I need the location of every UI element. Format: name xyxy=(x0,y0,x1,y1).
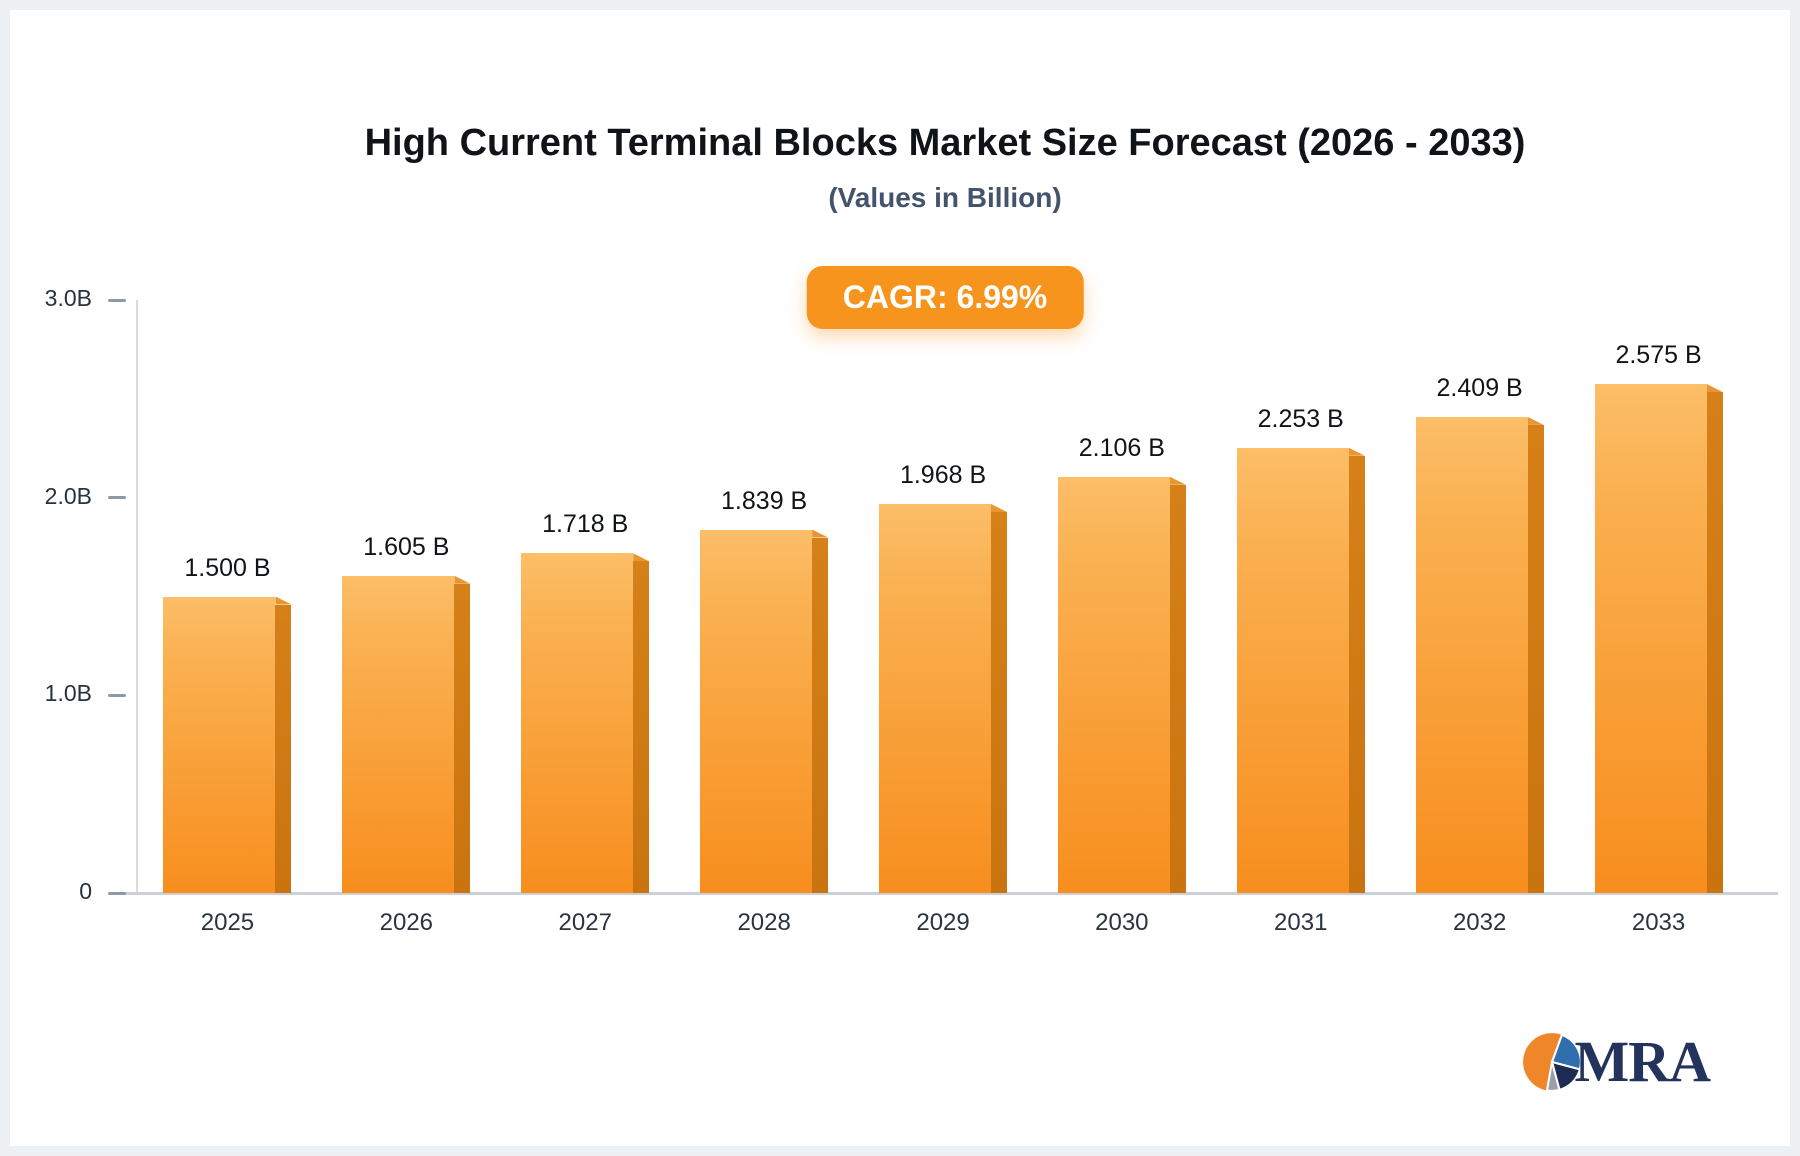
chart-subtitle: (Values in Billion) xyxy=(828,182,1062,213)
bar-front-face xyxy=(879,504,992,893)
bar-front-face xyxy=(1057,476,1170,893)
y-axis-tick-mark xyxy=(108,298,126,302)
x-axis-label: 2028 xyxy=(737,909,791,936)
x-axis-label: 2026 xyxy=(379,909,434,936)
bar-side-face xyxy=(1706,392,1723,893)
y-axis-tick-label: 2.0B xyxy=(44,482,92,509)
bar-column: 1.839 B 2028 xyxy=(675,300,854,936)
bar-column: 1.718 B 2027 xyxy=(496,300,675,936)
bar-value-label: 1.500 B xyxy=(184,553,271,582)
bar-column: 1.500 B 2025 xyxy=(138,300,317,936)
bar-column: 1.968 B 2029 xyxy=(854,300,1033,936)
bar-top-bevel xyxy=(1169,476,1186,485)
bar-2028 xyxy=(700,529,829,893)
mra-logo-text: MRA xyxy=(1574,1029,1711,1094)
bar-2025 xyxy=(163,596,292,893)
bar-column: 1.605 B 2026 xyxy=(317,300,496,936)
mra-logo: MRA xyxy=(1520,1029,1711,1094)
plot-area: 1.500 B 2025 1.605 B 2026 1.718 B 2027 1.839 B… xyxy=(45,285,1778,936)
bar-side-face xyxy=(633,561,650,893)
x-axis-label: 2033 xyxy=(1631,909,1686,936)
x-axis-label: 2031 xyxy=(1274,909,1328,936)
x-axis-label: 2027 xyxy=(558,909,612,936)
bar-side-face xyxy=(1169,484,1186,893)
bar-front-face xyxy=(1594,384,1707,893)
chart-title: High Current Terminal Blocks Market Size… xyxy=(364,122,1526,164)
bar-value-label: 2.409 B xyxy=(1436,373,1523,402)
bar-2032 xyxy=(1415,416,1544,893)
y-axis-tick-mark xyxy=(108,496,126,500)
bar-value-label: 2.253 B xyxy=(1257,404,1344,433)
bar-top-bevel xyxy=(275,596,292,605)
bar-side-face xyxy=(1348,455,1365,893)
cagr-badge-label: CAGR: 6.99% xyxy=(842,279,1048,315)
bar-column: 2.106 B 2030 xyxy=(1032,300,1211,936)
bar-value-label: 2.106 B xyxy=(1078,433,1165,462)
bar-front-face xyxy=(163,596,276,893)
bar-column: 2.575 B 2033 xyxy=(1569,300,1748,936)
x-axis-line xyxy=(118,892,1778,895)
mra-logo-pie-icon xyxy=(1523,1033,1583,1092)
bar-value-label: 1.968 B xyxy=(899,461,987,489)
bar-2026 xyxy=(342,575,471,893)
y-axis-tick-mark xyxy=(108,693,126,697)
y-axis-tick-label: 0 xyxy=(79,878,92,904)
bar-column: 2.409 B 2032 xyxy=(1390,300,1569,936)
y-axis-tick-label: 3.0B xyxy=(44,285,92,311)
bar-2031 xyxy=(1236,447,1365,893)
bar-front-face xyxy=(700,529,813,893)
bar-column: 2.253 B 2031 xyxy=(1211,300,1390,936)
bar-top-bevel xyxy=(1348,447,1365,456)
bar-side-face xyxy=(275,604,292,893)
bar-side-face xyxy=(812,537,829,893)
x-axis-label: 2032 xyxy=(1452,909,1507,936)
x-axis-label: 2030 xyxy=(1095,909,1149,936)
bar-top-bevel xyxy=(1706,384,1723,392)
bar-value-label: 2.575 B xyxy=(1615,341,1702,369)
bar-front-face xyxy=(1415,416,1528,893)
bar-2029 xyxy=(879,504,1008,893)
bar-2027 xyxy=(521,553,650,893)
bar-top-bevel xyxy=(633,553,650,562)
x-axis-label: 2029 xyxy=(916,909,970,936)
bar-front-face xyxy=(1236,447,1349,893)
bar-value-label: 1.839 B xyxy=(721,486,808,515)
bar-side-face xyxy=(991,512,1008,893)
bar-front-face xyxy=(521,553,634,893)
cagr-badge: CAGR: 6.99% xyxy=(806,266,1084,329)
chart-page: High Current Terminal Blocks Market Size… xyxy=(10,10,1790,1146)
y-axis-tick-label: 1.0B xyxy=(44,680,92,707)
bar-top-bevel xyxy=(812,529,829,538)
y-axis-tick-mark xyxy=(108,891,126,895)
bar-top-bevel xyxy=(991,504,1008,512)
bar-side-face xyxy=(1527,424,1544,893)
bar-2033 xyxy=(1594,384,1723,893)
bar-side-face xyxy=(454,583,471,893)
bar-top-bevel xyxy=(1527,416,1544,425)
x-axis-label: 2025 xyxy=(200,909,255,936)
bar-2030 xyxy=(1057,476,1186,893)
y-axis-line xyxy=(136,300,138,893)
bar-front-face xyxy=(342,575,455,893)
bar-top-bevel xyxy=(454,575,471,584)
bar-value-label: 1.718 B xyxy=(542,510,629,539)
bar-value-label: 1.605 B xyxy=(363,532,450,561)
